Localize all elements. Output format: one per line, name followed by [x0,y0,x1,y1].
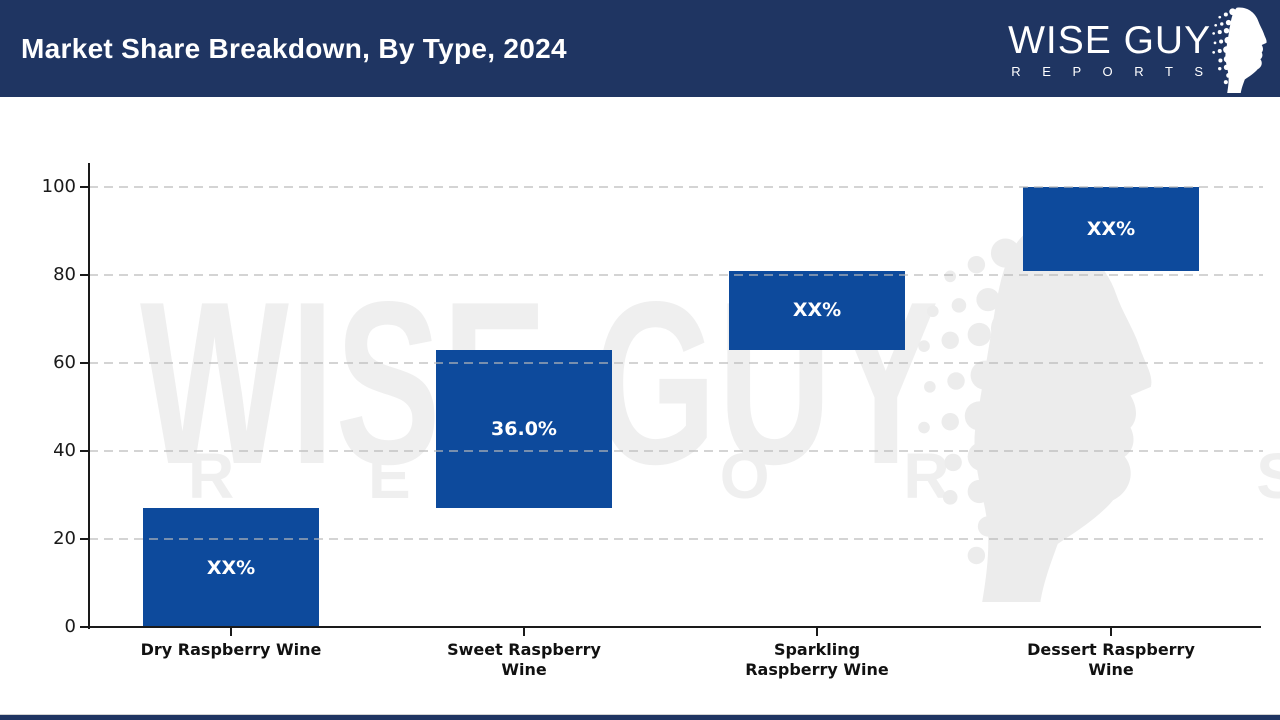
gridline [89,538,1263,540]
bar-value-label: 36.0% [491,417,557,440]
y-tick-label: 40 [53,440,76,461]
x-category-label: Dry Raspberry Wine [140,640,322,659]
header-bar: Market Share Breakdown, By Type, 2024 WI… [0,0,1280,97]
logo-subtext: R E P O R T S [1011,64,1212,79]
y-tick-label: 20 [53,528,76,549]
bar: XX% [729,270,905,350]
y-tick-mark [80,362,88,364]
y-axis-spine [88,163,90,629]
gridline [89,450,1263,452]
bottom-rule [0,714,1280,715]
x-category-label: Sparkling Raspberry Wine [745,640,889,679]
y-tick-mark [80,274,88,276]
x-category-label: Dessert Raspberry Wine [1027,640,1195,679]
x-tick-mark [1110,628,1112,636]
bar-value-label: XX% [206,556,256,579]
y-tick-label: 0 [64,616,76,637]
footer-bar [0,715,1280,720]
bar: XX% [1023,187,1199,271]
logo-text: WISE GUY R E P O R T S [1007,21,1212,78]
logo-head-icon [1212,7,1267,93]
x-tick-mark [816,628,818,636]
y-tick-mark [80,450,88,452]
bar: 36.0% [436,349,612,509]
y-tick-label: 80 [53,264,76,285]
gridline [89,274,1263,276]
bar-value-label: XX% [1086,217,1136,240]
y-tick-label: 100 [41,176,76,197]
y-tick-mark [80,186,88,188]
bar: XX% [143,508,319,627]
y-tick-label: 60 [53,352,76,373]
x-tick-mark [523,628,525,636]
page-title: Market Share Breakdown, By Type, 2024 [21,32,567,64]
y-tick-mark [80,626,88,628]
bar-value-label: XX% [792,299,842,322]
gridline [89,186,1263,188]
logo: WISE GUY R E P O R T S [1007,0,1274,97]
x-category-label: Sweet Raspberry Wine [447,640,601,679]
gridline [89,362,1263,364]
logo-wordmark: WISE GUY [1008,19,1212,62]
y-tick-mark [80,538,88,540]
x-axis-line [87,626,1261,628]
x-tick-mark [230,628,232,636]
